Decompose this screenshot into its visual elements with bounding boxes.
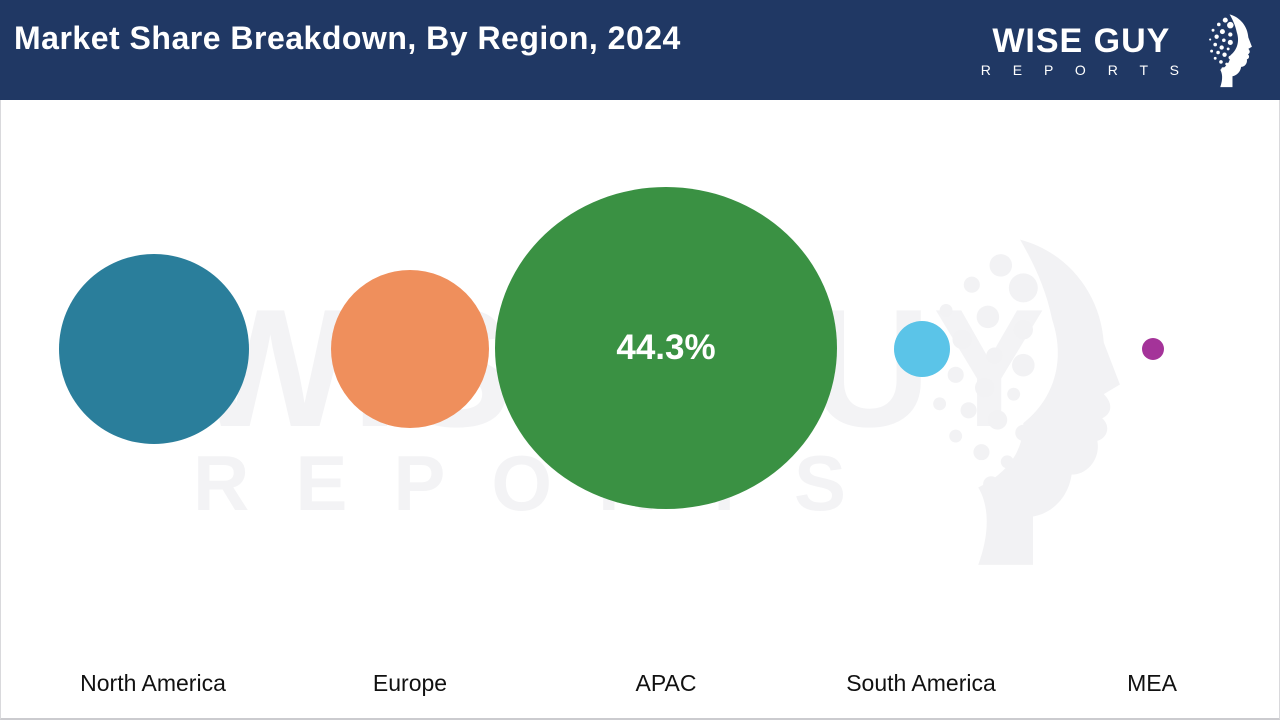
- bubble-europe: [331, 270, 489, 428]
- brand-name: WISE GUY: [992, 22, 1171, 61]
- category-label-south-america: South America: [846, 670, 996, 696]
- category-label-europe: Europe: [372, 670, 448, 696]
- category-label-apac: APAC: [635, 670, 697, 696]
- bubble-apac: 44.3%: [495, 187, 837, 509]
- brand-logo: WISE GUY R E P O R T S: [975, 6, 1262, 94]
- brand-face-icon: [1209, 14, 1252, 88]
- bubble-apac-value-label: 44.3%: [616, 328, 716, 367]
- bubble-chart: WISE GUY REPORTS 44.3% North America Eur…: [0, 100, 1280, 720]
- bubble-south-america: [894, 321, 950, 377]
- page-title: Market Share Breakdown, By Region, 2024: [14, 19, 681, 56]
- category-label-mea: MEA: [1127, 670, 1177, 696]
- watermark-face-icon: [928, 239, 1120, 565]
- brand-subtitle: R E P O R T S: [980, 61, 1188, 78]
- bubble-north-america: [59, 254, 249, 444]
- category-label-north-america: North America: [80, 670, 226, 696]
- header: Market Share Breakdown, By Region, 2024 …: [0, 0, 1280, 100]
- bubble-mea: [1142, 338, 1164, 360]
- brand-logo-text: WISE GUY R E P O R T S: [975, 22, 1188, 78]
